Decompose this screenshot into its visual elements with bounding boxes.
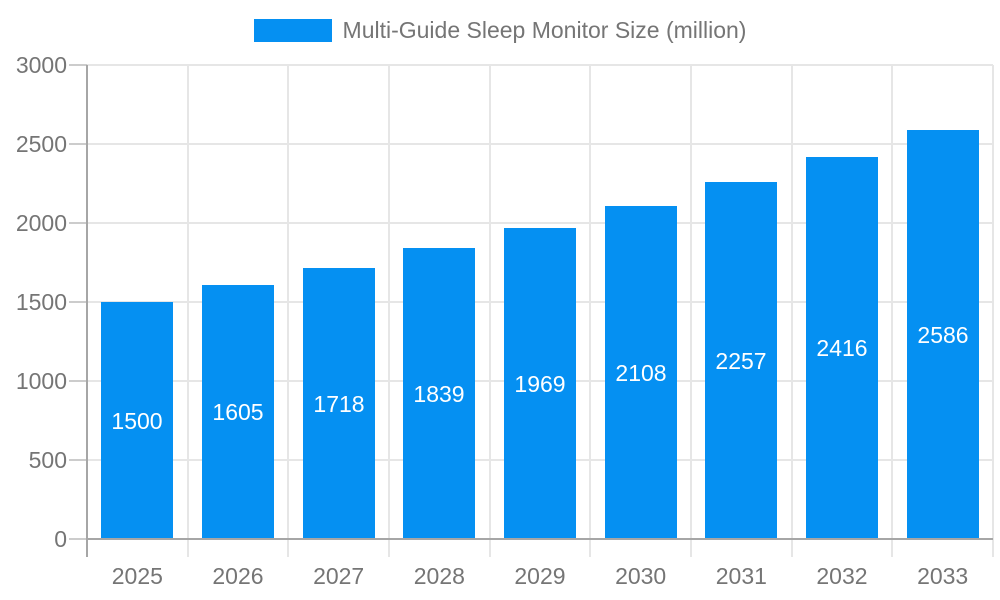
gridline-horizontal (87, 64, 993, 66)
x-axis-tick (992, 539, 994, 557)
y-axis-tick (69, 301, 87, 303)
x-axis-label: 2029 (514, 563, 566, 589)
bar-value-label: 1718 (313, 390, 365, 417)
x-axis-tick (187, 539, 189, 557)
y-axis-label: 2000 (15, 210, 67, 236)
x-axis-label: 2031 (715, 563, 767, 589)
gridline-vertical (791, 65, 793, 539)
y-axis-tick (69, 459, 87, 461)
y-axis-tick (69, 222, 87, 224)
bar[interactable]: 1500 (101, 302, 173, 539)
y-axis-tick (69, 64, 87, 66)
bar-value-label: 1500 (111, 407, 163, 434)
x-axis-label: 2028 (413, 563, 465, 589)
x-axis-label: 2030 (615, 563, 667, 589)
bar-value-label: 2586 (917, 321, 969, 348)
y-axis-label: 0 (54, 526, 67, 552)
gridline-vertical (388, 65, 390, 539)
x-axis-label: 2033 (917, 563, 969, 589)
gridline-vertical (589, 65, 591, 539)
y-axis-tick (69, 380, 87, 382)
y-axis-tick (69, 143, 87, 145)
bar[interactable]: 1718 (303, 268, 375, 539)
gridline-vertical (690, 65, 692, 539)
y-axis-tick (69, 538, 87, 540)
y-axis-label: 3000 (15, 52, 67, 78)
bar-value-label: 1605 (212, 399, 264, 425)
bar-value-label: 2416 (816, 335, 868, 361)
x-axis-tick (287, 539, 289, 557)
gridline-vertical (287, 65, 289, 539)
bar-value-label: 1839 (413, 380, 465, 407)
gridline-horizontal (87, 222, 993, 224)
bar-value-label: 2257 (715, 347, 767, 374)
y-axis-label: 1500 (15, 289, 67, 315)
x-axis-tick (589, 539, 591, 557)
y-axis-line (86, 65, 88, 557)
bar[interactable]: 1969 (504, 228, 576, 539)
bar-value-label: 2108 (615, 359, 667, 386)
bar[interactable]: 2416 (806, 157, 878, 539)
x-axis-label: 2025 (111, 563, 163, 589)
x-axis-label: 2027 (313, 563, 365, 589)
gridline-vertical (489, 65, 491, 539)
gridline-vertical (187, 65, 189, 539)
y-axis-label: 2500 (15, 131, 67, 157)
x-axis-tick (690, 539, 692, 557)
bar-value-label: 1969 (514, 370, 566, 397)
x-axis-tick (388, 539, 390, 557)
legend-label: Multi-Guide Sleep Monitor Size (million) (342, 17, 747, 43)
bar[interactable]: 2257 (705, 182, 777, 539)
x-axis-line (87, 538, 993, 540)
x-axis-tick (489, 539, 491, 557)
x-axis-label: 2026 (212, 563, 264, 589)
gridline-horizontal (87, 143, 993, 145)
x-axis-tick (891, 539, 893, 557)
gridline-vertical (891, 65, 893, 539)
y-axis-label: 500 (28, 447, 67, 473)
x-axis-label: 2032 (816, 563, 868, 589)
plot-area: 1500 1605 1718 1839 1969 2108 2257 2416 2586 (87, 64, 994, 557)
x-axis-tick (791, 539, 793, 557)
y-axis-label: 1000 (15, 368, 67, 394)
legend: Multi-Guide Sleep Monitor Size (million) (0, 17, 1000, 44)
gridline-vertical (992, 65, 994, 539)
bar[interactable]: 1839 (403, 248, 475, 539)
bar[interactable]: 2108 (605, 206, 677, 539)
bar[interactable]: 2586 (907, 130, 979, 539)
bar[interactable]: 1605 (202, 285, 274, 539)
legend-swatch (253, 19, 332, 42)
